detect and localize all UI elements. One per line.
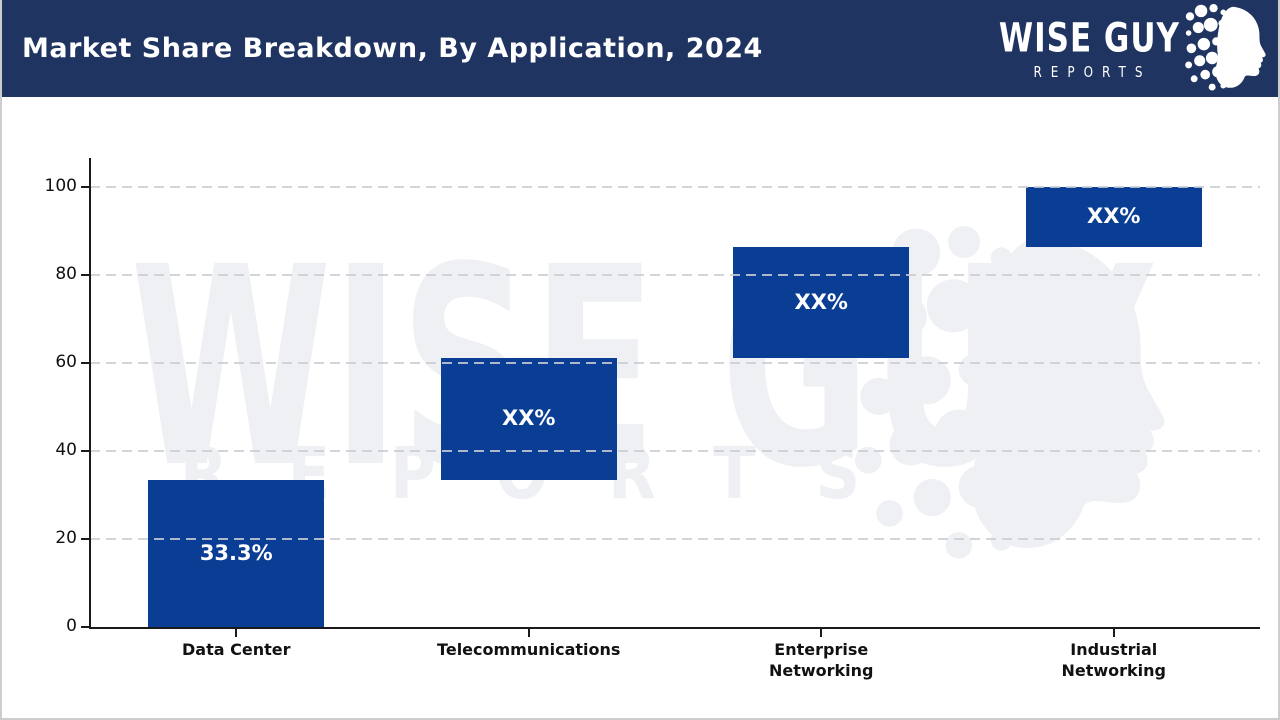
y-tick-mark	[81, 274, 89, 276]
y-tick-mark	[81, 538, 89, 540]
y-tick-label: 20	[55, 528, 77, 548]
x-category-label: Telecommunications	[437, 640, 621, 659]
y-tick-label: 100	[44, 176, 77, 196]
logo-head-icon	[1185, 4, 1266, 91]
y-tick-label: 40	[55, 440, 77, 460]
gridline-60	[90, 362, 1260, 364]
y-tick-label: 80	[55, 264, 77, 284]
logo-wordmark-line2: REPORTS	[1033, 62, 1152, 81]
bar-data-center	[148, 480, 325, 627]
bar-telecommunications	[440, 358, 617, 481]
gridline-100	[90, 186, 1260, 188]
x-category-label: Data Center	[182, 640, 291, 659]
y-tick-mark	[81, 186, 89, 188]
x-tick-mark	[235, 629, 238, 637]
header-bar: Market Share Breakdown, By Application, …	[2, 0, 1278, 97]
y-tick-label: 60	[55, 352, 77, 372]
gridline-20	[90, 538, 1260, 540]
y-tick-mark	[81, 362, 89, 364]
wise-guy-reports-logo: WISE GUY REPORTS	[999, 4, 1268, 94]
y-tick-label: 0	[66, 616, 77, 636]
x-category-label: Enterprise Networking	[768, 640, 874, 680]
bar-value-label: XX%	[794, 289, 848, 314]
x-axis-line	[89, 627, 1260, 629]
bar-value-label: XX%	[502, 406, 556, 431]
x-tick-mark	[527, 629, 530, 637]
bar-value-label: 33.3%	[199, 540, 273, 565]
y-tick-mark	[81, 450, 89, 452]
gridline-80	[90, 274, 1260, 276]
y-axis-line	[89, 158, 91, 629]
y-tick-mark	[81, 626, 89, 628]
x-tick-mark	[1112, 629, 1115, 637]
gridline-40	[90, 450, 1260, 452]
x-tick-mark	[820, 629, 823, 637]
logo-wordmark-line1: WISE GUY	[998, 15, 1180, 62]
bar-value-label: XX%	[1087, 203, 1141, 228]
x-category-label: Industrial Networking	[1061, 640, 1167, 680]
page-title: Market Share Breakdown, By Application, …	[22, 33, 763, 64]
logo-wordmark: WISE GUY REPORTS	[998, 15, 1180, 81]
